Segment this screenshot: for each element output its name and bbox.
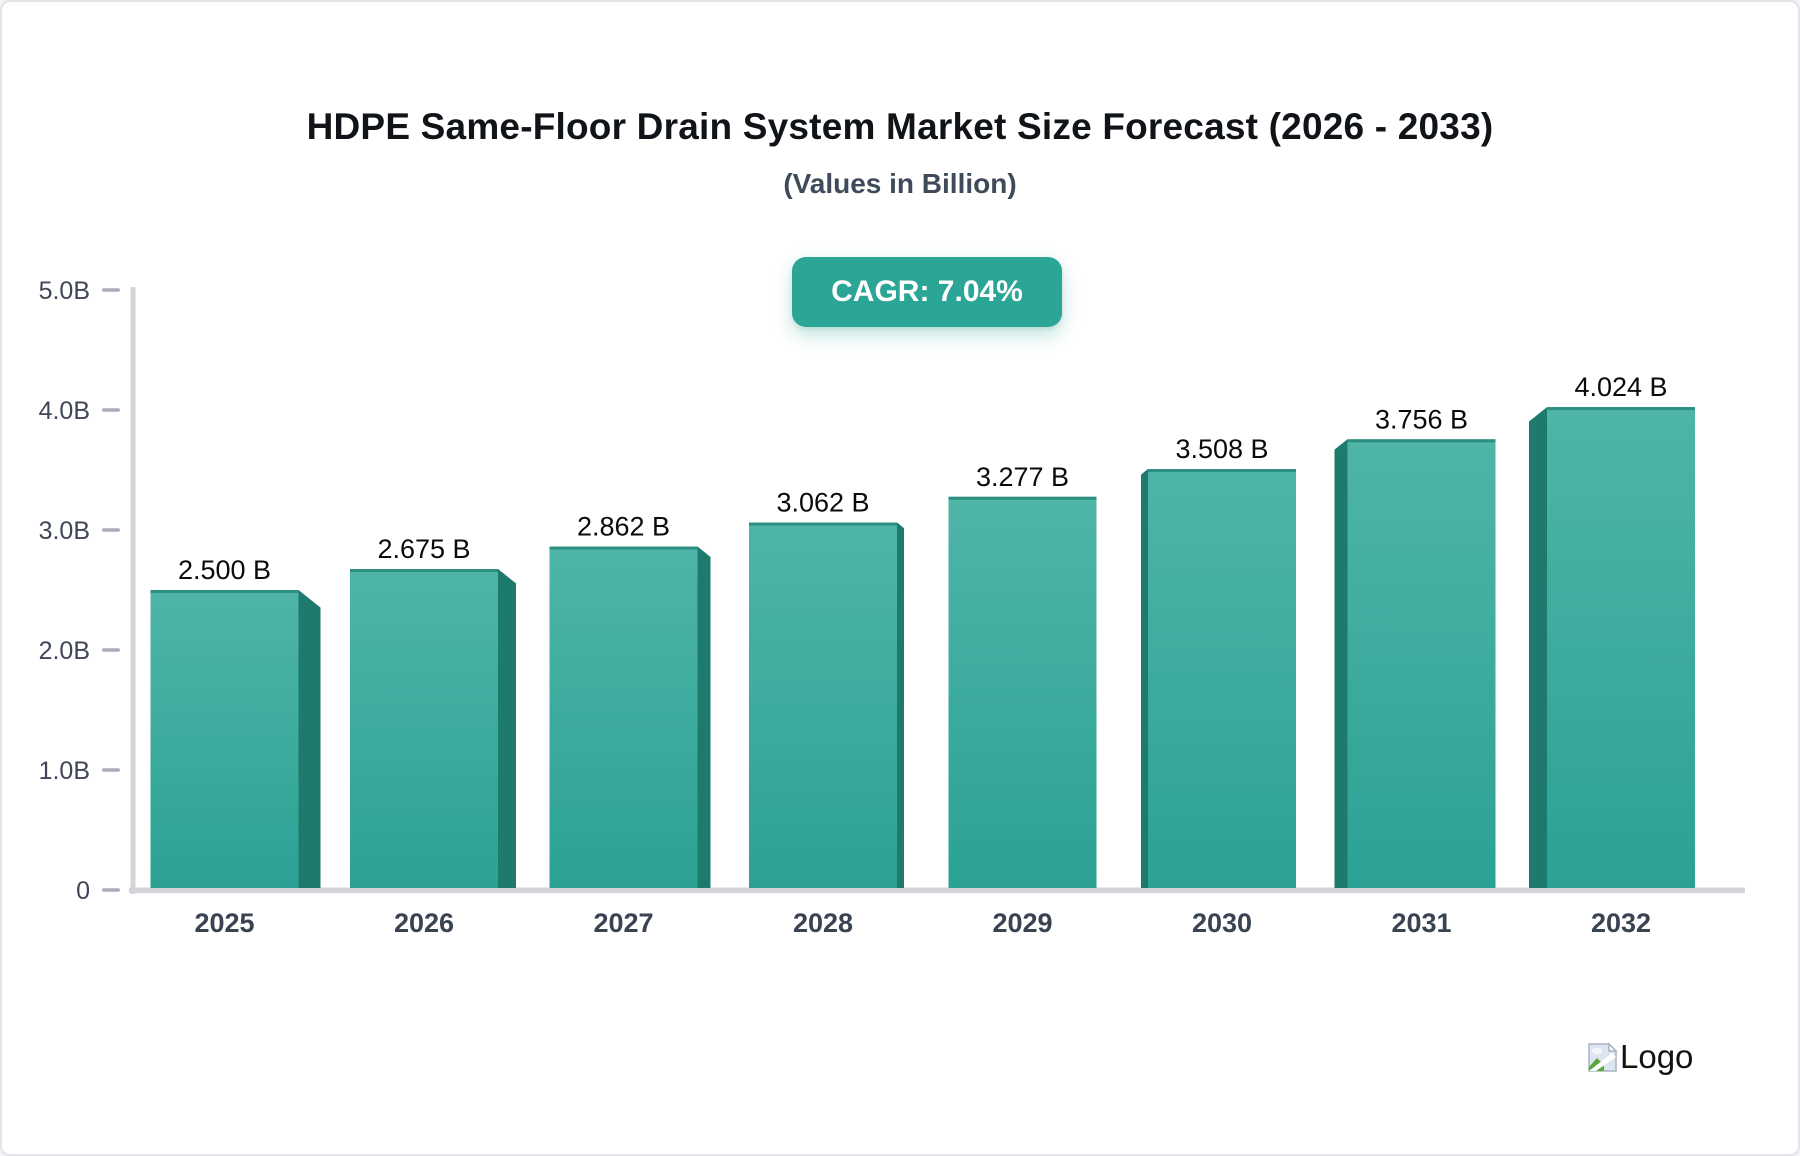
x-tick-label-2029: 2029 xyxy=(992,908,1052,938)
bar-2031[interactable] xyxy=(1347,439,1496,888)
bar-side-face-2031 xyxy=(1334,439,1348,888)
x-tick-label-2030: 2030 xyxy=(1192,908,1252,938)
y-tick-mark xyxy=(102,648,120,652)
bar-side-face-2025 xyxy=(298,590,321,888)
y-axis-line xyxy=(130,287,136,894)
bar-side-face-2032 xyxy=(1529,407,1547,888)
bar-2030[interactable] xyxy=(1148,469,1296,888)
bar-2027[interactable] xyxy=(549,546,698,888)
y-tick-label: 3.0B xyxy=(39,517,90,545)
bar-side-face-2028 xyxy=(897,522,904,888)
y-tick-label: 0 xyxy=(76,877,90,905)
bar-top-edge-2027 xyxy=(549,546,698,550)
y-tick-label: 4.0B xyxy=(39,397,90,425)
chart-subtitle: (Values in Billion) xyxy=(783,168,1017,199)
bar-2025[interactable] xyxy=(150,590,299,888)
x-tick-label-2027: 2027 xyxy=(593,908,653,938)
y-tick-label: 2.0B xyxy=(39,637,90,665)
logo: Logo xyxy=(1586,1038,1693,1076)
y-tick-mark xyxy=(102,408,120,412)
bar-value-label-2028: 3.062 B xyxy=(776,488,869,518)
x-tick-label-2032: 2032 xyxy=(1591,908,1651,938)
bar-value-label-2029: 3.277 B xyxy=(976,462,1069,492)
y-tick-mark xyxy=(102,768,120,772)
y-tick-mark xyxy=(102,288,120,292)
bar-top-edge-2030 xyxy=(1148,469,1296,473)
x-tick-label-2028: 2028 xyxy=(793,908,853,938)
bar-top-edge-2032 xyxy=(1547,407,1695,411)
chart-title: HDPE Same-Floor Drain System Market Size… xyxy=(306,106,1494,147)
bar-top-edge-2025 xyxy=(150,590,299,593)
bar-top-edge-2028 xyxy=(749,522,897,526)
y-tick-label: 5.0B xyxy=(39,277,90,305)
x-tick-label-2026: 2026 xyxy=(394,908,454,938)
bar-top-edge-2031 xyxy=(1347,439,1496,443)
cagr-badge-label: CAGR: 7.04% xyxy=(831,275,1023,308)
bar-value-label-2032: 4.024 B xyxy=(1574,372,1667,402)
x-tick-label-2031: 2031 xyxy=(1391,908,1451,938)
bar-2028[interactable] xyxy=(749,522,897,888)
x-tick-label-2025: 2025 xyxy=(194,908,254,938)
bar-2026[interactable] xyxy=(350,569,498,888)
bar-top-edge-2029 xyxy=(948,496,1097,500)
bar-2032[interactable] xyxy=(1547,407,1695,888)
broken-image-icon xyxy=(1588,1041,1618,1072)
bar-value-label-2031: 3.756 B xyxy=(1375,404,1468,434)
bar-2029[interactable] xyxy=(948,496,1097,888)
y-tick-label: 1.0B xyxy=(39,757,90,785)
bar-value-label-2027: 2.862 B xyxy=(577,512,670,542)
bar-value-label-2026: 2.675 B xyxy=(377,534,470,564)
bar-side-face-2027 xyxy=(697,546,711,888)
logo-alt-text: Logo xyxy=(1620,1038,1694,1075)
cagr-badge: CAGR: 7.04% xyxy=(792,257,1062,327)
x-axis-line xyxy=(129,887,1745,893)
bar-top-edge-2026 xyxy=(350,569,498,572)
bar-value-label-2025: 2.500 B xyxy=(178,555,271,585)
bar-side-face-2026 xyxy=(498,569,516,888)
y-tick-mark xyxy=(102,888,120,892)
bar-side-face-2030 xyxy=(1141,469,1148,888)
bar-value-label-2030: 3.508 B xyxy=(1175,434,1268,464)
y-tick-mark xyxy=(102,528,120,532)
